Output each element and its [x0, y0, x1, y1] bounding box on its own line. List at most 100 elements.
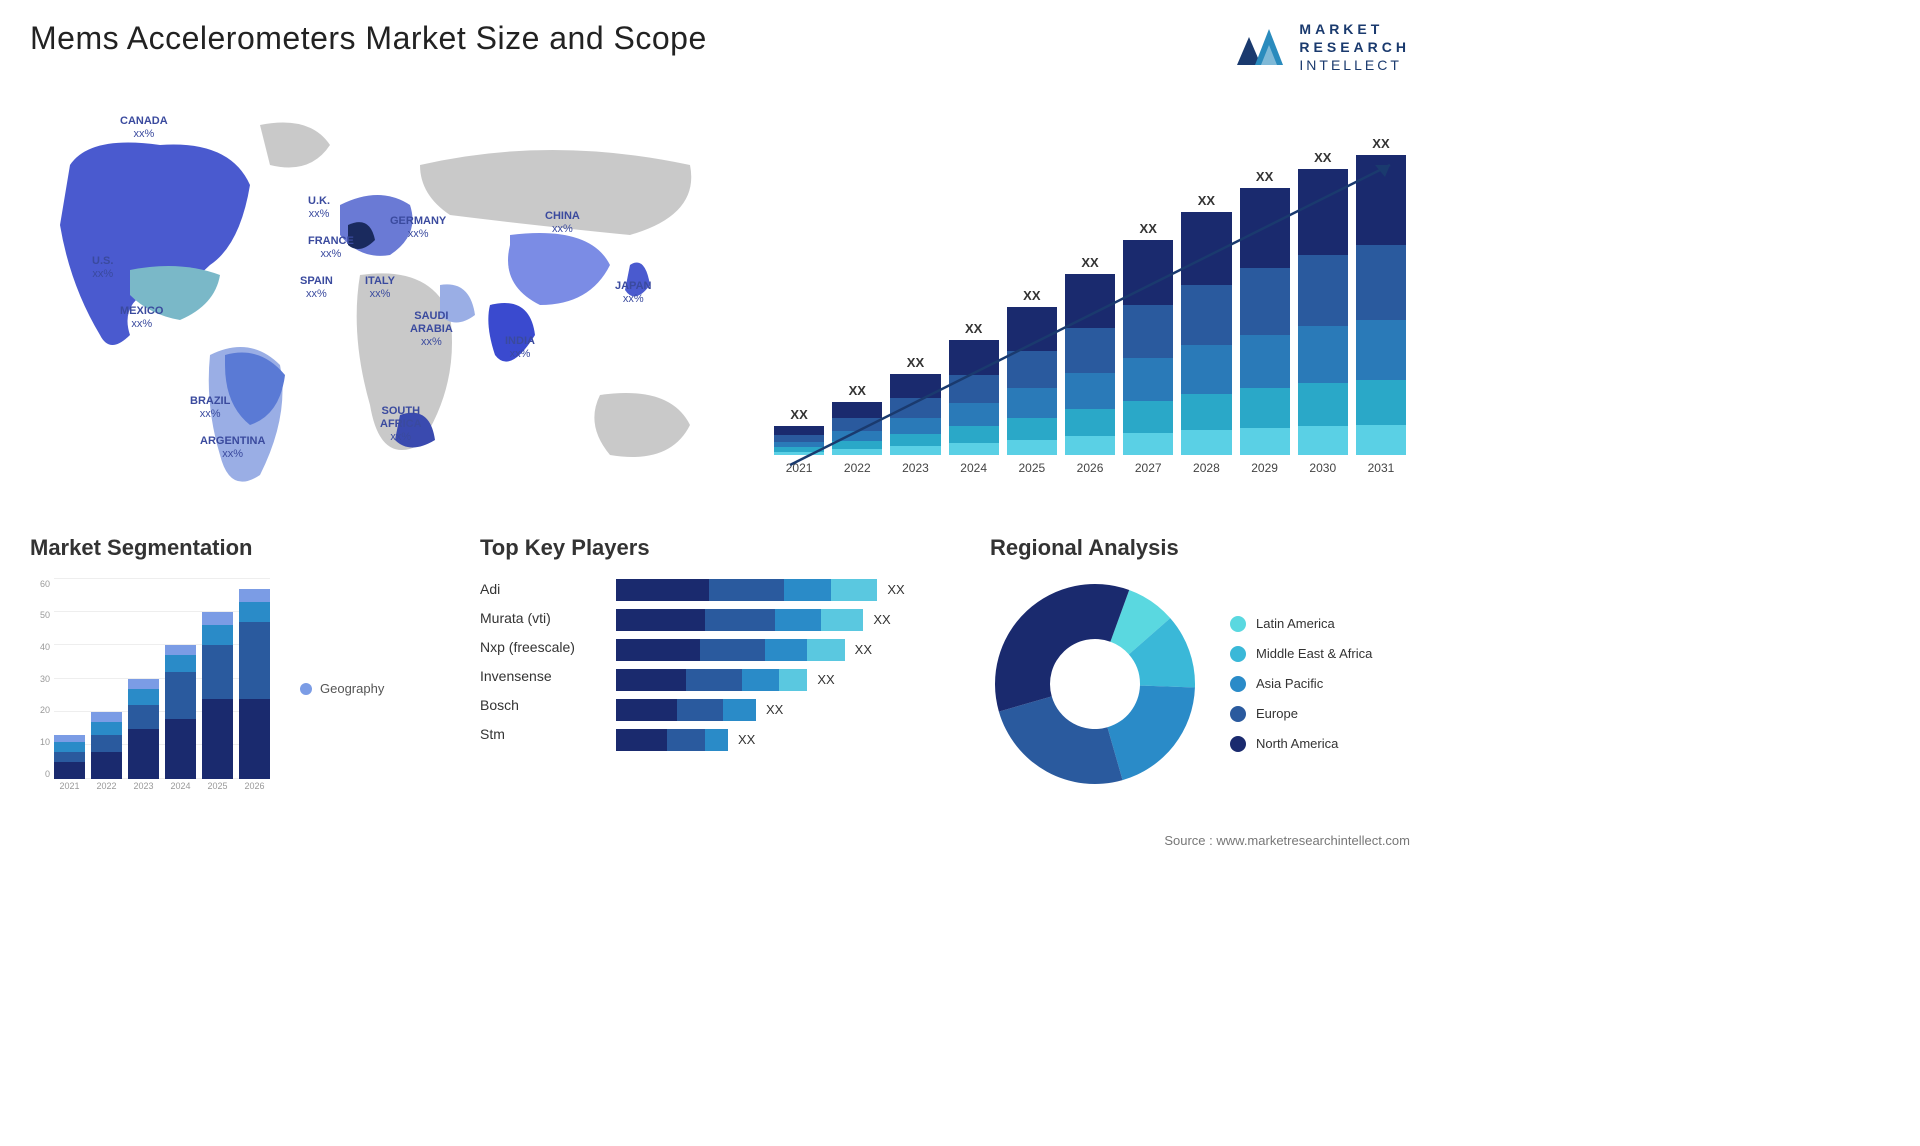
- legend-dot: [300, 683, 312, 695]
- player-bar-segment: [616, 669, 686, 691]
- forecast-bar-segment: [949, 403, 999, 426]
- key-players-panel: Top Key Players AdiMurata (vti)Nxp (free…: [480, 535, 960, 799]
- seg-bar: [91, 712, 122, 779]
- forecast-bar-segment: [890, 446, 940, 454]
- legend-dot: [1230, 736, 1246, 752]
- forecast-bar-segment: [832, 431, 882, 441]
- forecast-bar-segment: [1298, 169, 1348, 255]
- forecast-bar: XX2029: [1240, 169, 1290, 475]
- map-label: BRAZILxx%: [190, 395, 230, 421]
- seg-bar-segment: [54, 752, 85, 762]
- seg-bar: [54, 735, 85, 778]
- legend-dot: [1230, 706, 1246, 722]
- player-label: Bosch: [480, 697, 600, 713]
- seg-bar-segment: [202, 612, 233, 625]
- map-label: CANADAxx%: [120, 115, 168, 141]
- player-value: XX: [738, 732, 755, 747]
- forecast-bar-segment: [832, 402, 882, 418]
- segmentation-chart: 6050403020100 202120222023202420252026: [30, 579, 270, 799]
- forecast-bar-segment: [1240, 188, 1290, 268]
- forecast-bar-segment: [1181, 345, 1231, 394]
- player-bar-segment: [765, 639, 807, 661]
- forecast-bar-segment: [1356, 320, 1406, 380]
- player-bar-segment: [723, 699, 756, 721]
- map-label: JAPANxx%: [615, 280, 651, 306]
- regional-donut-chart: [990, 579, 1200, 789]
- regional-panel: Regional Analysis Latin AmericaMiddle Ea…: [990, 535, 1410, 799]
- forecast-year-label: 2026: [1077, 461, 1104, 475]
- seg-bar-segment: [91, 722, 122, 735]
- legend-dot: [1230, 676, 1246, 692]
- forecast-bar-segment: [832, 418, 882, 431]
- forecast-bar: XX2030: [1298, 150, 1348, 475]
- legend-label: Middle East & Africa: [1256, 646, 1372, 661]
- forecast-bar-segment: [949, 375, 999, 404]
- forecast-bar: XX2021: [774, 407, 824, 475]
- forecast-bar-value: XX: [1081, 255, 1098, 270]
- forecast-bar-segment: [1181, 394, 1231, 430]
- forecast-bar: XX2025: [1007, 288, 1057, 475]
- player-value: XX: [855, 642, 872, 657]
- map-label: MEXICOxx%: [120, 305, 163, 331]
- player-label: Nxp (freescale): [480, 639, 600, 655]
- seg-bar-segment: [54, 742, 85, 752]
- forecast-bar-segment: [1123, 433, 1173, 454]
- seg-bar-segment: [239, 602, 270, 622]
- y-tick: 20: [30, 705, 50, 715]
- player-label: Adi: [480, 581, 600, 597]
- map-label: SPAINxx%: [300, 275, 333, 301]
- seg-bar: [239, 589, 270, 779]
- segmentation-title: Market Segmentation: [30, 535, 450, 561]
- logo-text-2: RESEARCH: [1299, 38, 1410, 56]
- legend-dot: [1230, 616, 1246, 632]
- forecast-bar-segment: [1007, 418, 1057, 440]
- forecast-bar-segment: [949, 426, 999, 443]
- forecast-bar-value: XX: [1140, 221, 1157, 236]
- player-bar-segment: [667, 729, 704, 751]
- player-bar-segment: [616, 729, 667, 751]
- forecast-bar-segment: [890, 434, 940, 446]
- forecast-year-label: 2024: [960, 461, 987, 475]
- seg-bar: [165, 645, 196, 778]
- forecast-bar: XX 2026: [1065, 255, 1115, 475]
- forecast-bar-segment: [949, 340, 999, 374]
- forecast-bar-segment: [1007, 351, 1057, 388]
- forecast-bar-segment: [1356, 380, 1406, 425]
- forecast-bar-segment: [1065, 373, 1115, 409]
- player-bar-segment: [821, 609, 863, 631]
- player-value: XX: [887, 582, 904, 597]
- seg-bar-segment: [165, 719, 196, 779]
- seg-bar-segment: [165, 645, 196, 655]
- regional-legend-item: Asia Pacific: [1230, 676, 1372, 692]
- player-bar-segment: [831, 579, 878, 601]
- y-tick: 40: [30, 642, 50, 652]
- player-label: Stm: [480, 726, 600, 742]
- forecast-bar-segment: [774, 426, 824, 435]
- player-value: XX: [873, 612, 890, 627]
- forecast-chart-panel: XX2021XX2022XX2023XX2024XX2025XX2026XX20…: [770, 105, 1410, 505]
- forecast-year-label: 2031: [1368, 461, 1395, 475]
- forecast-bar: XX2024: [949, 321, 999, 474]
- player-bar-row: XX: [616, 639, 960, 661]
- forecast-bar-segment: [1007, 440, 1057, 455]
- forecast-year-label: 2025: [1018, 461, 1045, 475]
- legend-label: North America: [1256, 736, 1338, 751]
- player-bar-segment: [686, 669, 742, 691]
- forecast-bar-segment: [774, 435, 824, 442]
- player-bar-segment: [807, 639, 844, 661]
- player-bar-row: XX: [616, 729, 960, 751]
- player-bar-segment: [616, 609, 705, 631]
- forecast-bar-segment: [774, 452, 824, 455]
- forecast-bar-segment: [1356, 155, 1406, 245]
- player-bar-segment: [779, 669, 807, 691]
- map-label: U.S.xx%: [92, 255, 113, 281]
- forecast-bar-segment: [832, 441, 882, 449]
- player-bar-segment: [705, 729, 728, 751]
- forecast-bar-value: XX: [1372, 136, 1389, 151]
- forecast-bar-segment: [1065, 274, 1115, 328]
- forecast-bar-segment: [1356, 425, 1406, 455]
- forecast-bar-segment: [1240, 428, 1290, 455]
- regional-legend-item: Middle East & Africa: [1230, 646, 1372, 662]
- seg-bar-segment: [54, 735, 85, 742]
- forecast-bar-segment: [1240, 388, 1290, 428]
